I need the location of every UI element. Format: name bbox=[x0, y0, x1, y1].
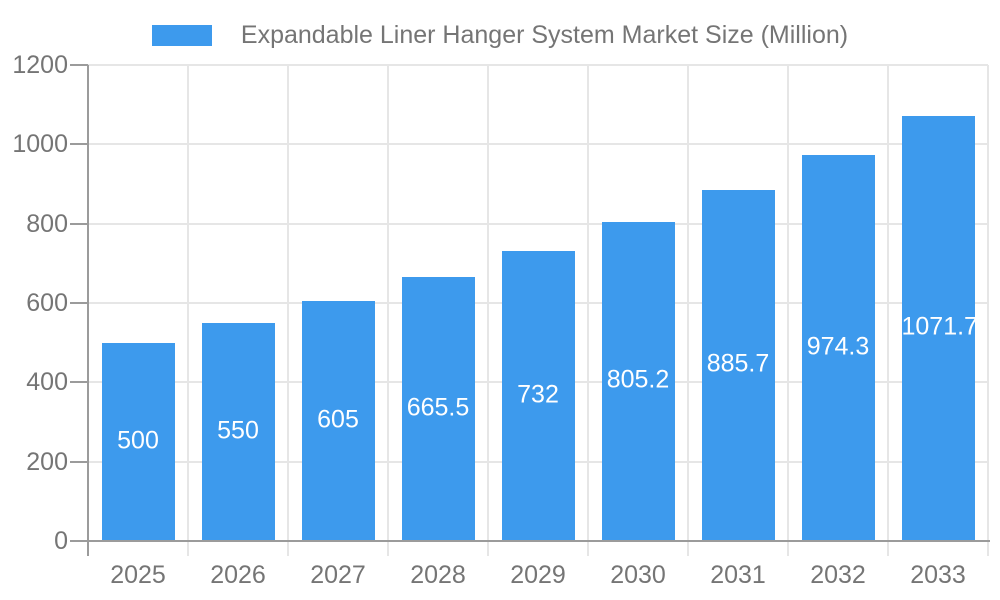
v-gridline bbox=[287, 65, 289, 556]
bar-2027[interactable]: 605 bbox=[301, 301, 375, 541]
y-axis-tick bbox=[70, 460, 88, 463]
bar-value-label: 605 bbox=[317, 405, 359, 434]
h-gridline bbox=[88, 143, 988, 146]
h-gridline bbox=[88, 222, 988, 225]
legend[interactable]: Expandable Liner Hanger System Market Si… bbox=[0, 21, 1000, 50]
bar-2033[interactable]: 1071.7 bbox=[901, 115, 978, 541]
x-axis-category-label: 2032 bbox=[810, 561, 866, 589]
y-axis-tick bbox=[70, 143, 88, 146]
y-axis-tick-label: 800 bbox=[26, 209, 68, 238]
y-axis-tick bbox=[70, 64, 88, 66]
x-axis-category-label: 2027 bbox=[310, 561, 366, 589]
bar-value-label: 974.3 bbox=[806, 332, 870, 361]
y-axis-tick bbox=[70, 381, 88, 384]
y-axis-tick-label: 400 bbox=[26, 368, 68, 397]
bar-value-label: 500 bbox=[117, 426, 159, 455]
v-gridline bbox=[187, 65, 189, 556]
v-gridline bbox=[887, 65, 889, 556]
x-axis-category-label: 2029 bbox=[510, 561, 566, 589]
x-axis-category-label: 2031 bbox=[710, 561, 766, 589]
bar-value-label: 1071.7 bbox=[901, 312, 978, 341]
v-gridline bbox=[787, 65, 789, 556]
x-axis-category-label: 2025 bbox=[110, 561, 166, 589]
y-axis-tick-label: 600 bbox=[26, 289, 68, 317]
bar-2028[interactable]: 665.5 bbox=[401, 277, 475, 541]
bar-2026[interactable]: 550 bbox=[201, 322, 275, 541]
x-axis-category-label: 2033 bbox=[910, 561, 966, 589]
bar-2030[interactable]: 805.2 bbox=[601, 221, 675, 541]
x-axis-category-label: 2028 bbox=[410, 561, 466, 589]
v-gridline bbox=[987, 65, 989, 556]
x-axis-category-label: 2026 bbox=[210, 561, 266, 589]
y-axis-tick bbox=[70, 222, 88, 225]
legend-swatch-icon bbox=[151, 25, 212, 46]
bar-value-label: 550 bbox=[217, 416, 259, 445]
bar-value-label: 732 bbox=[517, 380, 559, 409]
bar-2029[interactable]: 732 bbox=[501, 250, 575, 541]
legend-series-label: Expandable Liner Hanger System Market Si… bbox=[240, 21, 849, 49]
h-gridline bbox=[88, 64, 988, 66]
bar-value-label: 805.2 bbox=[606, 365, 670, 394]
y-axis-tick-label: 1200 bbox=[12, 51, 68, 79]
y-axis-tick-label: 0 bbox=[54, 527, 68, 555]
x-axis-category-label: 2030 bbox=[610, 561, 666, 589]
bar-value-label: 665.5 bbox=[406, 393, 470, 422]
v-gridline bbox=[387, 65, 389, 556]
y-axis-tick bbox=[70, 302, 88, 304]
x-axis-line bbox=[70, 540, 990, 542]
v-gridline bbox=[587, 65, 589, 556]
v-gridline bbox=[687, 65, 689, 556]
y-axis-line bbox=[87, 65, 89, 556]
bar-2031[interactable]: 885.7 bbox=[701, 189, 775, 541]
bar-2032[interactable]: 974.3 bbox=[801, 154, 875, 541]
v-gridline bbox=[487, 65, 489, 556]
y-axis-tick-label: 200 bbox=[26, 447, 68, 476]
bar-2025[interactable]: 500 bbox=[101, 342, 175, 541]
bar-value-label: 885.7 bbox=[706, 349, 770, 378]
y-axis-tick-label: 1000 bbox=[12, 130, 68, 159]
